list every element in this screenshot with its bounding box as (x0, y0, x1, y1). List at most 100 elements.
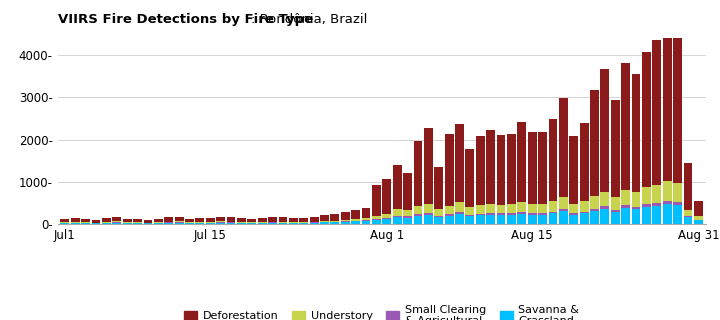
Bar (227, 217, 235, 222)
Bar (424, 215, 433, 224)
Bar (611, 210, 620, 212)
Bar (476, 214, 485, 215)
Bar (195, 222, 204, 223)
Bar (580, 123, 588, 201)
Bar (258, 218, 266, 222)
Bar (455, 124, 464, 202)
Bar (465, 149, 474, 207)
Bar (570, 136, 578, 204)
Bar (330, 222, 339, 224)
Bar (538, 215, 547, 224)
Bar (434, 216, 443, 217)
Bar (455, 212, 464, 214)
Bar (227, 223, 235, 224)
Bar (393, 165, 402, 209)
Bar (268, 223, 277, 224)
Bar (60, 219, 69, 222)
Bar (289, 219, 298, 222)
Bar (413, 216, 423, 224)
Bar (300, 223, 308, 224)
Bar (216, 223, 225, 224)
Bar (642, 207, 651, 224)
Bar (434, 167, 443, 209)
Bar (663, 21, 672, 181)
Bar (175, 217, 184, 221)
Bar (361, 221, 370, 224)
Bar (590, 209, 599, 211)
Bar (382, 214, 391, 219)
Bar (372, 219, 381, 220)
Bar (330, 221, 339, 222)
Bar (621, 208, 630, 224)
Bar (320, 215, 329, 221)
Bar (102, 218, 111, 222)
Bar (403, 217, 412, 218)
Bar (549, 213, 557, 224)
Bar (123, 222, 132, 223)
Text: : Rondônia, Brazil: : Rondônia, Brazil (251, 12, 368, 26)
Bar (341, 222, 350, 224)
Bar (91, 223, 100, 224)
Bar (652, 40, 661, 185)
Bar (673, 202, 682, 205)
Bar (206, 222, 215, 223)
Bar (663, 204, 672, 224)
Bar (268, 221, 277, 222)
Bar (60, 223, 69, 224)
Bar (465, 215, 474, 216)
Bar (71, 223, 80, 224)
Bar (538, 204, 547, 213)
Bar (112, 221, 121, 222)
Bar (237, 223, 246, 224)
Bar (112, 223, 121, 224)
Bar (60, 222, 69, 223)
Bar (642, 187, 651, 204)
Bar (330, 214, 339, 221)
Bar (600, 209, 609, 224)
Bar (351, 219, 360, 221)
Bar (549, 201, 557, 212)
Bar (590, 196, 599, 209)
Bar (361, 220, 370, 221)
Bar (300, 222, 308, 223)
Bar (424, 128, 433, 204)
Bar (507, 134, 516, 204)
Bar (580, 201, 588, 212)
Bar (413, 206, 423, 214)
Bar (133, 222, 142, 223)
Bar (497, 215, 505, 224)
Bar (683, 218, 693, 224)
Bar (361, 208, 370, 218)
Bar (341, 220, 350, 221)
Bar (81, 222, 90, 223)
Bar (528, 204, 536, 213)
Bar (206, 223, 215, 224)
Bar (663, 201, 672, 204)
Bar (195, 223, 204, 224)
Bar (300, 218, 308, 222)
Bar (631, 207, 640, 210)
Bar (372, 185, 381, 216)
Bar (528, 132, 536, 204)
Bar (590, 211, 599, 224)
Bar (289, 223, 298, 224)
Bar (652, 206, 661, 224)
Bar (518, 202, 526, 212)
Bar (175, 223, 184, 224)
Bar (403, 210, 412, 217)
Bar (590, 90, 599, 196)
Bar (486, 130, 495, 204)
Bar (143, 220, 153, 222)
Bar (403, 218, 412, 224)
Bar (91, 220, 100, 222)
Bar (621, 190, 630, 205)
Bar (476, 215, 485, 224)
Bar (570, 214, 578, 224)
Text: VIIRS Fire Detections by Fire Type: VIIRS Fire Detections by Fire Type (58, 12, 312, 26)
Bar (486, 204, 495, 213)
Bar (310, 223, 318, 224)
Bar (164, 217, 173, 222)
Bar (673, 183, 682, 202)
Bar (289, 222, 298, 223)
Bar (71, 218, 80, 222)
